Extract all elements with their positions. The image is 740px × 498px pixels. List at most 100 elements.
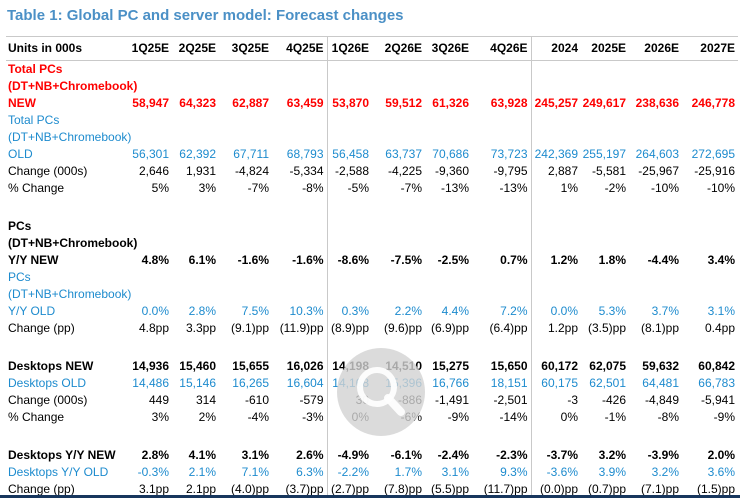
value-cell xyxy=(629,78,682,95)
value-cell xyxy=(172,197,219,218)
value-cell: 70,686 xyxy=(432,147,469,161)
value-cell: 16,265 xyxy=(232,376,269,390)
value-cell xyxy=(472,286,531,303)
value-cell xyxy=(581,112,629,129)
row-label-cell: NEW xyxy=(8,96,36,110)
value-cell: -426 xyxy=(601,393,626,407)
value-cell: 242,369 xyxy=(530,146,581,163)
value-cell xyxy=(629,197,682,218)
value-cell xyxy=(682,129,738,146)
row-label-cell: Total PCs xyxy=(8,113,60,127)
value-cell: 3.1% xyxy=(241,448,269,462)
value-cell xyxy=(581,78,629,95)
table-row: Total PCs xyxy=(6,112,738,129)
row-label-cell: Y/Y NEW xyxy=(8,253,59,267)
value-cell: -5% xyxy=(326,180,372,197)
forecast-table-grid: Units in 000s 1Q25E 2Q25E 3Q25E 4Q25E 1Q26E 2… xyxy=(6,36,738,498)
row-label-cell xyxy=(6,197,118,218)
value-cell: 73,723 xyxy=(490,147,528,161)
value-cell xyxy=(172,78,219,95)
value-cell xyxy=(219,269,272,286)
value-cell: -9,360 xyxy=(434,164,469,178)
value-cell: -3 xyxy=(530,392,581,409)
value-cell: -2% xyxy=(604,181,626,195)
value-cell: 3.4% xyxy=(707,253,735,267)
value-cell: (5.5)pp xyxy=(430,482,469,496)
value-cell: (4.0)pp xyxy=(230,482,269,496)
value-cell: 67,711 xyxy=(233,147,269,161)
value-cell: 18,151 xyxy=(490,376,528,390)
value-cell xyxy=(530,426,581,447)
value-cell: -7% xyxy=(400,181,422,195)
row-label-cell: Change (000s) xyxy=(8,164,88,178)
spacer-row xyxy=(6,197,738,218)
value-cell xyxy=(272,78,327,95)
value-cell: 10.3% xyxy=(289,304,324,318)
value-cell xyxy=(629,337,682,358)
value-cell xyxy=(682,61,738,79)
value-cell: 3% xyxy=(198,181,216,195)
value-cell xyxy=(372,112,425,129)
value-cell: -8% xyxy=(657,410,679,424)
value-cell xyxy=(629,426,682,447)
value-cell: 2,646 xyxy=(138,164,169,178)
value-cell: 2,887 xyxy=(530,163,581,180)
value-cell: (11.7)pp xyxy=(483,482,528,496)
value-cell: 59,632 xyxy=(642,359,679,373)
row-label-cell: (DT+NB+Chromebook) xyxy=(8,130,132,144)
value-cell: -2,501 xyxy=(493,393,528,407)
value-cell: 1.8% xyxy=(598,253,626,267)
value-cell xyxy=(372,197,425,218)
value-cell: (9.1)pp xyxy=(230,321,269,335)
row-label-cell: % Change xyxy=(8,410,65,424)
column-header: 2027E xyxy=(682,36,738,61)
row-label-cell: OLD xyxy=(8,147,33,161)
value-cell: 61,326 xyxy=(432,96,469,110)
value-cell xyxy=(581,197,629,218)
value-cell: (0.7)pp xyxy=(587,482,626,496)
value-cell xyxy=(629,269,682,286)
value-cell xyxy=(425,61,472,79)
value-cell: -3% xyxy=(302,410,324,424)
value-cell: -610 xyxy=(244,393,269,407)
value-cell: -5,334 xyxy=(289,164,324,178)
value-cell xyxy=(326,197,372,218)
value-cell xyxy=(472,269,531,286)
value-cell xyxy=(219,129,272,146)
value-cell: 449 xyxy=(148,393,169,407)
value-cell xyxy=(219,286,272,303)
value-cell xyxy=(425,235,472,252)
value-cell xyxy=(581,337,629,358)
value-cell xyxy=(219,112,272,129)
value-cell xyxy=(219,235,272,252)
table-row: Change (000s)449314-610-57930-886-1,491-… xyxy=(6,392,738,409)
value-cell: 62,075 xyxy=(589,359,626,373)
value-cell: -4,225 xyxy=(387,164,422,178)
header-row: Units in 000s 1Q25E 2Q25E 3Q25E 4Q25E 1Q26E 2… xyxy=(6,36,738,61)
value-cell: 14,936 xyxy=(132,359,169,373)
value-cell: 56,458 xyxy=(326,146,372,163)
value-cell: 56,301 xyxy=(132,147,169,161)
value-cell xyxy=(425,129,472,146)
value-cell: 7.2% xyxy=(500,304,528,318)
column-header: 2025E xyxy=(581,36,629,61)
value-cell: 6.1% xyxy=(188,253,216,267)
row-label-cell: Desktops Y/Y NEW xyxy=(8,448,116,462)
value-cell: 246,778 xyxy=(691,96,735,110)
value-cell xyxy=(326,60,372,78)
row-label-cell: Desktops OLD xyxy=(8,376,87,390)
table-row: (DT+NB+Chromebook) xyxy=(6,129,738,146)
table-row: Desktops Y/Y NEW 2.8% 4.1% 3.1% 2.6% -4.9% -6.… xyxy=(6,447,738,464)
value-cell xyxy=(372,129,425,146)
value-cell xyxy=(530,286,581,303)
value-cell: -13% xyxy=(440,181,469,195)
value-cell: -1,491 xyxy=(434,393,469,407)
row-label-cell: (DT+NB+Chromebook) xyxy=(8,287,132,301)
column-header: 4Q26E xyxy=(472,36,531,61)
value-cell xyxy=(425,218,472,235)
value-cell xyxy=(530,60,581,78)
units-header-cell: Units in 000s xyxy=(6,36,118,61)
value-cell: -4% xyxy=(247,410,269,424)
value-cell: -5,941 xyxy=(700,393,735,407)
